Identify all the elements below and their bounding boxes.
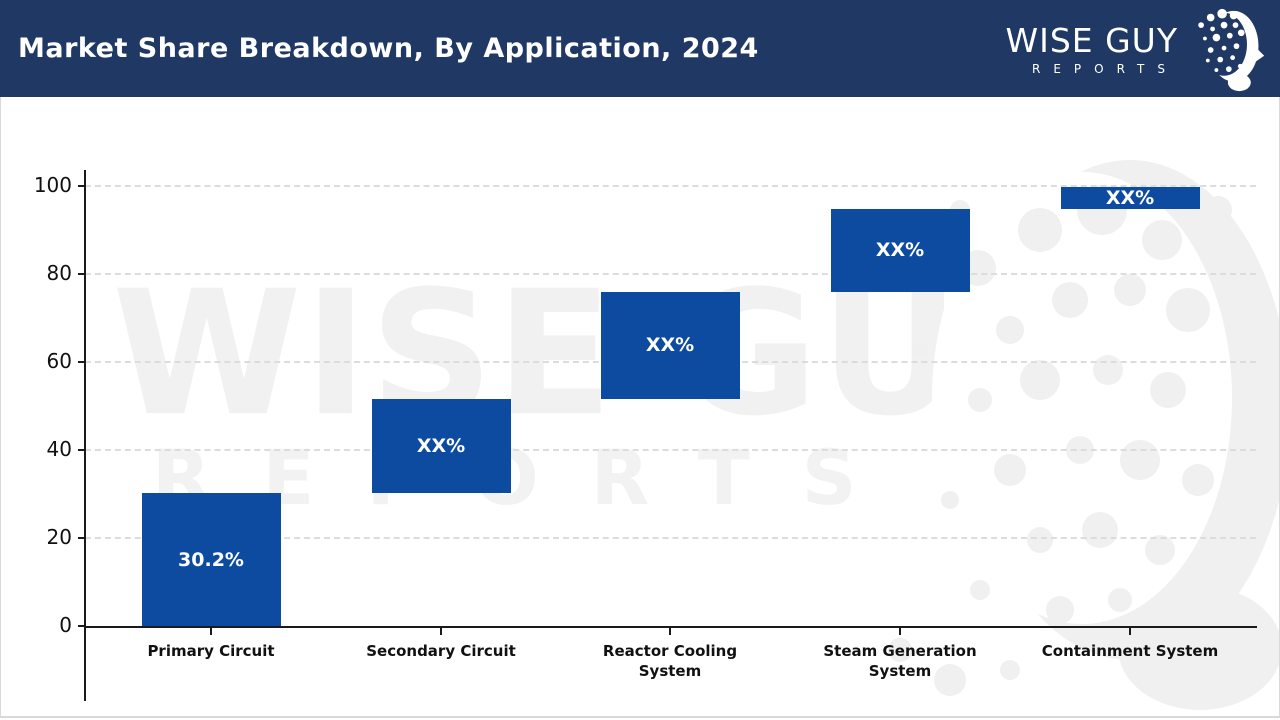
logo-reports-label: REPORTS [1031, 61, 1178, 76]
gridline [85, 537, 1256, 539]
y-tick-mark [78, 361, 85, 363]
y-tick-mark [78, 273, 85, 275]
y-tick-label: 80 [46, 261, 72, 285]
header: Market Share Breakdown, By Application, … [0, 0, 1280, 97]
bar-value-label: 30.2% [178, 548, 244, 571]
y-tick-mark [78, 185, 85, 187]
wiseguy-face-watermark-icon [888, 160, 1280, 710]
bar-segment: XX% [830, 208, 970, 293]
page-title: Market Share Breakdown, By Application, … [18, 33, 759, 64]
bar-segment: XX% [600, 292, 740, 399]
x-axis-spine [84, 626, 1257, 628]
y-tick-label: 0 [59, 613, 72, 637]
x-category-label: Steam Generation System [823, 642, 977, 681]
bar-segment: 30.2% [141, 493, 281, 626]
x-tick-mark [1129, 628, 1131, 635]
gridline [85, 449, 1256, 451]
y-axis-spine [84, 170, 86, 701]
bar-segment: XX% [1060, 186, 1200, 209]
page-left-border [0, 97, 1, 718]
bar-value-label: XX% [875, 239, 925, 262]
logo-wiseguy-label: WISE GUY [1005, 21, 1178, 61]
gridline [85, 273, 1256, 275]
y-tick-mark [78, 625, 85, 627]
x-tick-mark [669, 628, 671, 635]
y-tick-mark [78, 537, 85, 539]
x-category-label: Containment System [1041, 642, 1219, 660]
bar-value-label: XX% [416, 434, 466, 457]
bar-value-label: XX% [645, 334, 695, 357]
x-tick-mark [440, 628, 442, 635]
bar-value-label: XX% [1105, 186, 1155, 209]
page-bottom-border [0, 716, 1280, 718]
wiseguy-logo-text: WISE GUY REPORTS [1005, 24, 1178, 76]
y-tick-mark [78, 449, 85, 451]
x-tick-mark [210, 628, 212, 635]
y-tick-label: 60 [46, 349, 72, 373]
x-tick-mark [899, 628, 901, 635]
gridline [85, 185, 1256, 187]
bar-segment: XX% [371, 398, 511, 494]
x-category-label: Secondary Circuit [366, 642, 516, 660]
x-category-label: Primary Circuit [147, 642, 275, 660]
y-tick-label: 40 [46, 437, 72, 461]
waterfall-chart: 0 20 40 60 80 100 30.2% Primary Circuit XX% Secon… [0, 97, 1280, 720]
wiseguy-logo: WISE GUY REPORTS [1005, 8, 1268, 92]
y-tick-label: 20 [46, 525, 72, 549]
x-category-label: Reactor Cooling System [602, 642, 738, 681]
y-tick-label: 100 [33, 173, 72, 197]
wiseguy-face-icon [1198, 8, 1265, 92]
